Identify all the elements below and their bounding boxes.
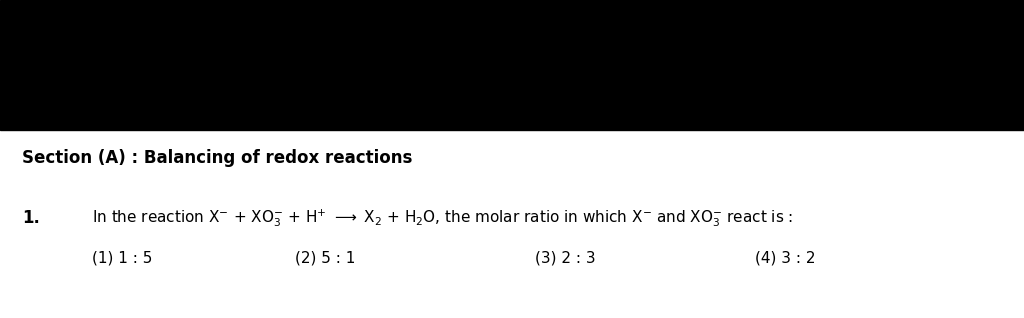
Text: (3) 2 : 3: (3) 2 : 3: [535, 251, 596, 266]
Text: In the reaction $\mathregular{X^{-}}$ + $\mathregular{XO_{3}^{-}}$ + $\mathregul: In the reaction $\mathregular{X^{-}}$ + …: [92, 207, 794, 229]
Bar: [0, 0, 1024, 130]
Text: (4) 3 : 2: (4) 3 : 2: [755, 251, 815, 266]
Text: Section (A) : Balancing of redox reactions: Section (A) : Balancing of redox reactio…: [22, 149, 413, 167]
Text: (2) 5 : 1: (2) 5 : 1: [295, 251, 355, 266]
Text: (1) 1 : 5: (1) 1 : 5: [92, 251, 153, 266]
Text: 1.: 1.: [22, 209, 40, 227]
